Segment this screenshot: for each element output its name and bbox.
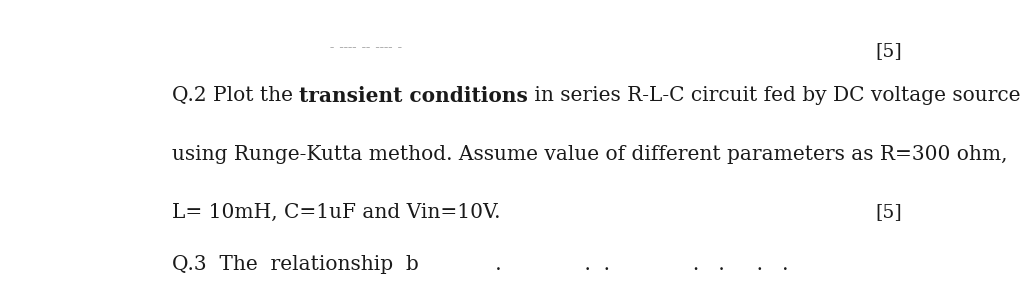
Text: Q.2 Plot the: Q.2 Plot the bbox=[172, 86, 299, 105]
Text: in series R-L-C circuit fed by DC voltage source: in series R-L-C circuit fed by DC voltag… bbox=[528, 86, 1020, 105]
Text: L= 10mH, C=1uF and Vin=10V.: L= 10mH, C=1uF and Vin=10V. bbox=[172, 203, 500, 222]
Text: –  ––––  ––  ––––  –: – –––– –– –––– – bbox=[330, 42, 402, 51]
Text: [5]: [5] bbox=[876, 42, 902, 61]
Text: transient conditions: transient conditions bbox=[299, 86, 528, 106]
Text: Q.3  The  relationship  b            .             .  .             .   .     . : Q.3 The relationship b . . . . . . bbox=[172, 255, 788, 274]
Text: [5]: [5] bbox=[876, 203, 902, 221]
Text: using Runge-Kutta method. Assume value of different parameters as R=300 ohm,: using Runge-Kutta method. Assume value o… bbox=[172, 146, 1008, 165]
